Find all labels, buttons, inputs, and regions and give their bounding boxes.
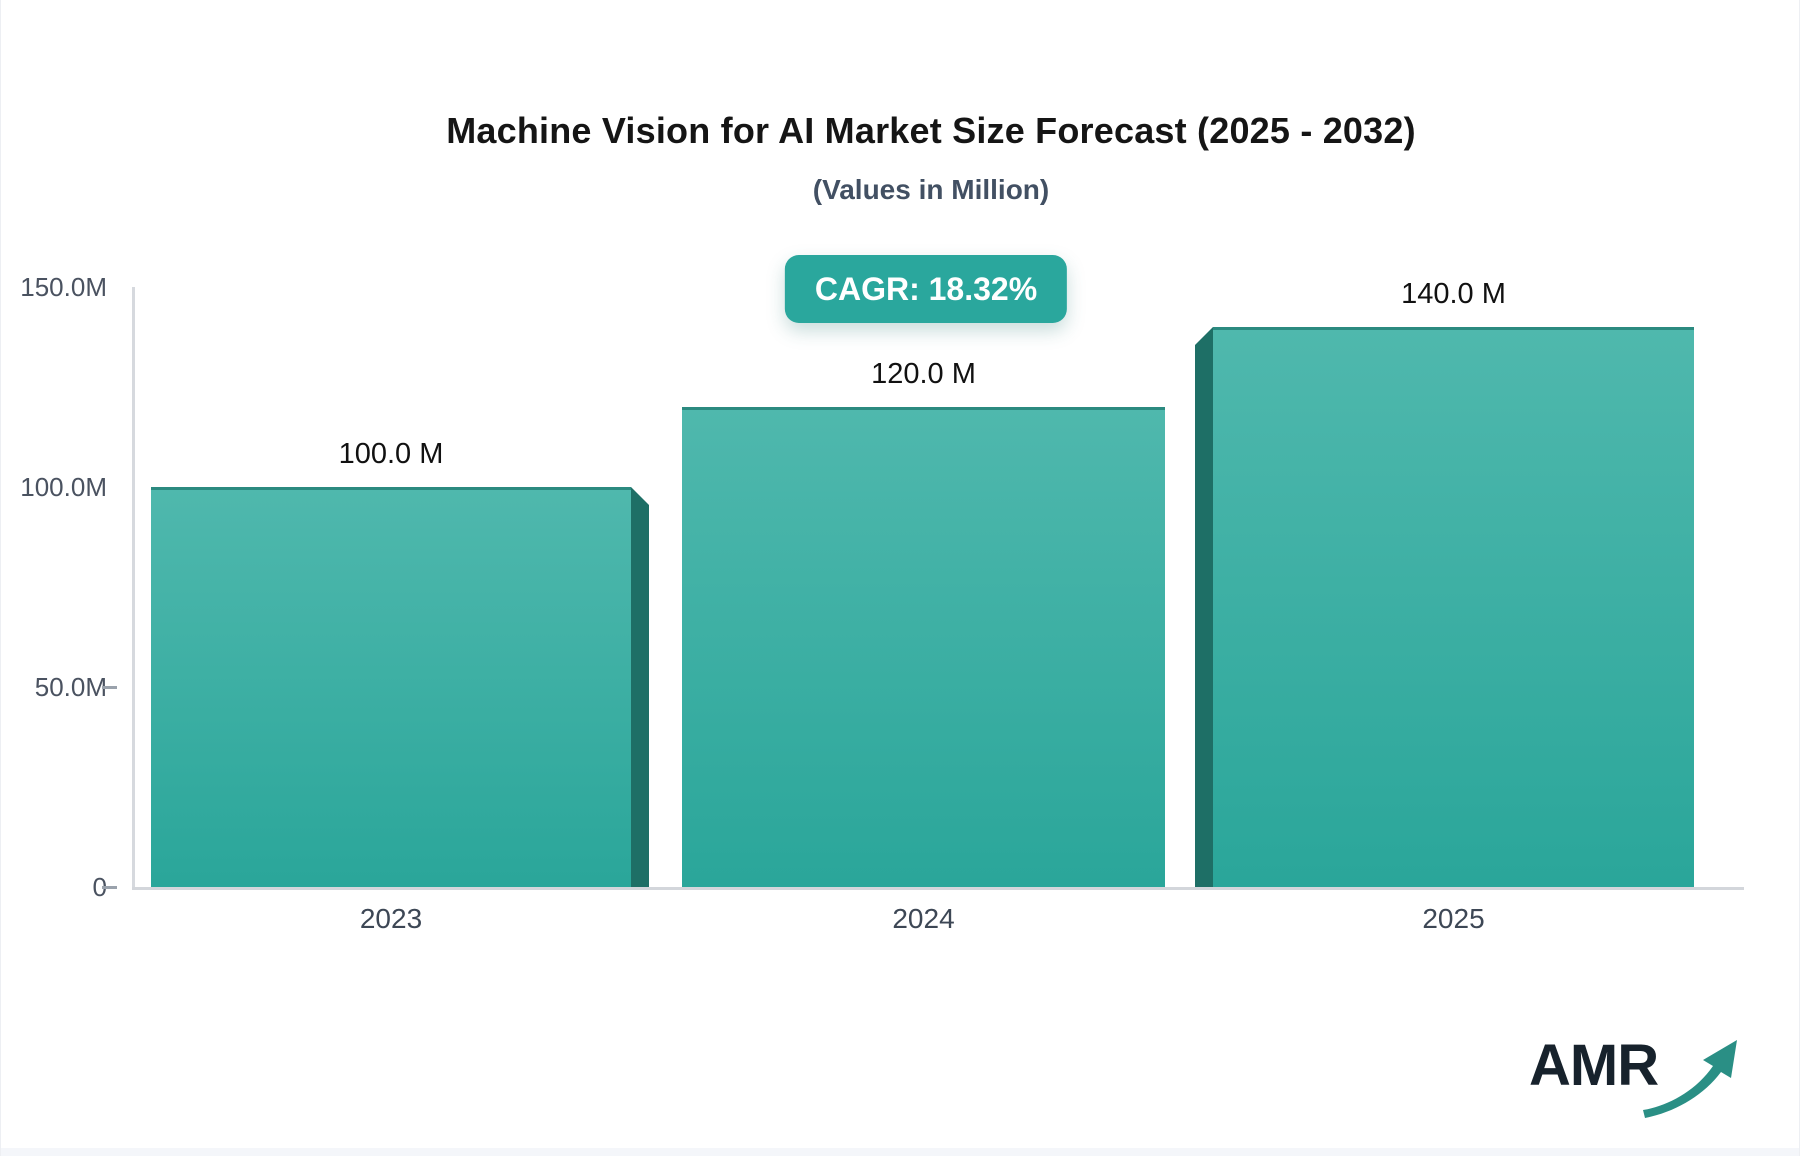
y-axis-line (132, 287, 135, 887)
amr-logo-text: AMR (1529, 1033, 1659, 1098)
y-tick-dash (102, 886, 117, 889)
x-category-label: 2025 (1422, 903, 1485, 934)
y-tick-label: 100.0M (20, 472, 107, 502)
bar-3d-side (631, 487, 649, 887)
y-tick-label: 50.0M (34, 672, 107, 702)
bar-2023 (151, 487, 631, 887)
y-tick-label: 0 (92, 872, 107, 902)
y-tick-dash (102, 686, 117, 689)
y-tick-label: 150.0M (20, 272, 107, 302)
bar-value-label: 120.0 M (871, 358, 976, 390)
bar-value-label: 140.0 M (1401, 278, 1506, 310)
bar-3d-side (1195, 327, 1213, 887)
trend-up-arrow-icon (1643, 1040, 1737, 1118)
page-title: Machine Vision for AI Market Size Foreca… (446, 110, 1416, 151)
x-category-label: 2024 (892, 903, 955, 934)
bar-value-label: 100.0 M (338, 438, 444, 470)
x-axis-line (132, 887, 1744, 890)
chart-subtitle: (Values in Million) (812, 174, 1050, 205)
bar-2025 (1213, 327, 1694, 887)
amr-logo: AMR (1529, 1032, 1737, 1122)
bar-2024 (682, 407, 1165, 887)
cagr-badge: CAGR: 18.32% (784, 255, 1068, 323)
bottom-border (1, 1148, 1799, 1156)
x-category-label: 2023 (359, 903, 423, 934)
